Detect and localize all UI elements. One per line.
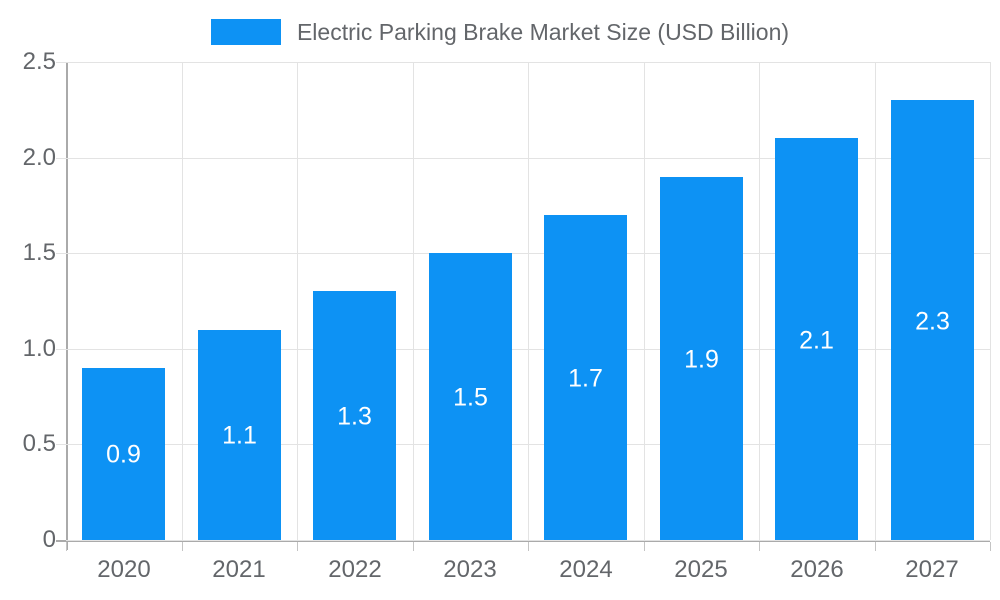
y-tick-label: 1.5 bbox=[22, 239, 56, 267]
x-axis-line bbox=[56, 540, 990, 542]
gridline-vertical bbox=[182, 62, 183, 540]
y-tick-label: 2.5 bbox=[22, 48, 56, 75]
x-tick-label-2023: 2023 bbox=[443, 556, 497, 583]
x-tick-label-2020: 2020 bbox=[97, 556, 151, 583]
gridline-vertical bbox=[644, 62, 645, 540]
x-tick-label-2024: 2024 bbox=[559, 556, 613, 583]
bar-2020[interactable]: 0.9 bbox=[82, 368, 165, 540]
x-tick-mark bbox=[644, 542, 645, 551]
plot-area: 0.9 1.1 1.3 1.5 1.7 1.9 2.1 2.3 bbox=[66, 62, 991, 541]
bar-value-label: 0.9 bbox=[106, 440, 141, 469]
x-tick-mark bbox=[528, 542, 529, 551]
y-tick-label: 2.0 bbox=[22, 143, 56, 171]
x-tick-mark bbox=[297, 542, 298, 551]
bar-value-label: 1.3 bbox=[337, 402, 372, 431]
x-tick-label-2025: 2025 bbox=[674, 556, 728, 583]
legend-label: Electric Parking Brake Market Size (USD … bbox=[296, 18, 790, 45]
gridline-vertical bbox=[528, 62, 529, 540]
y-tick-mark bbox=[56, 62, 66, 63]
x-tick-label-2022: 2022 bbox=[328, 556, 382, 583]
gridline-vertical bbox=[759, 62, 760, 540]
x-tick-mark bbox=[875, 542, 876, 551]
x-tick-label-2026: 2026 bbox=[790, 556, 844, 583]
y-tick-label: 0.5 bbox=[22, 430, 56, 458]
y-axis-line bbox=[66, 62, 68, 550]
y-tick-mark bbox=[56, 349, 66, 350]
bar-value-label: 2.1 bbox=[799, 326, 834, 355]
bar-value-label: 1.7 bbox=[568, 364, 603, 393]
bar-2022[interactable]: 1.3 bbox=[313, 291, 396, 540]
x-tick-mark bbox=[990, 542, 991, 551]
bar-2024[interactable]: 1.7 bbox=[544, 215, 627, 540]
x-tick-mark bbox=[759, 542, 760, 551]
x-tick-label-2027: 2027 bbox=[905, 556, 959, 583]
bar-value-label: 1.5 bbox=[453, 383, 488, 412]
y-tick-label: 1.0 bbox=[22, 334, 56, 362]
legend-item-market-size[interactable]: Electric Parking Brake Market Size (USD … bbox=[210, 18, 790, 46]
y-tick-mark bbox=[56, 158, 66, 159]
gridline-horizontal bbox=[66, 540, 990, 541]
bar-value-label: 1.9 bbox=[684, 345, 719, 374]
gridline-vertical bbox=[297, 62, 298, 540]
bar-2027[interactable]: 2.3 bbox=[891, 100, 974, 540]
bar-2025[interactable]: 1.9 bbox=[660, 177, 743, 540]
chart-legend: Electric Parking Brake Market Size (USD … bbox=[0, 14, 1000, 50]
bar-value-label: 1.1 bbox=[222, 421, 257, 450]
legend-color-swatch-icon bbox=[210, 19, 281, 45]
y-tick-mark bbox=[56, 444, 66, 445]
x-tick-mark bbox=[182, 542, 183, 551]
y-tick-label: 0 bbox=[42, 526, 56, 553]
gridline-vertical bbox=[413, 62, 414, 540]
bar-value-label: 2.3 bbox=[915, 307, 950, 336]
y-tick-mark bbox=[56, 253, 66, 254]
gridline-vertical bbox=[990, 62, 991, 540]
x-tick-label-2021: 2021 bbox=[212, 556, 266, 583]
y-axis-tick-labels: 0 0.5 1.0 1.5 2.0 2.5 bbox=[0, 0, 66, 600]
x-tick-mark bbox=[66, 542, 67, 551]
x-tick-mark bbox=[413, 542, 414, 551]
bar-2021[interactable]: 1.1 bbox=[198, 330, 281, 540]
gridline-vertical bbox=[875, 62, 876, 540]
bar-2026[interactable]: 2.1 bbox=[775, 138, 858, 540]
bar-2023[interactable]: 1.5 bbox=[429, 253, 512, 540]
